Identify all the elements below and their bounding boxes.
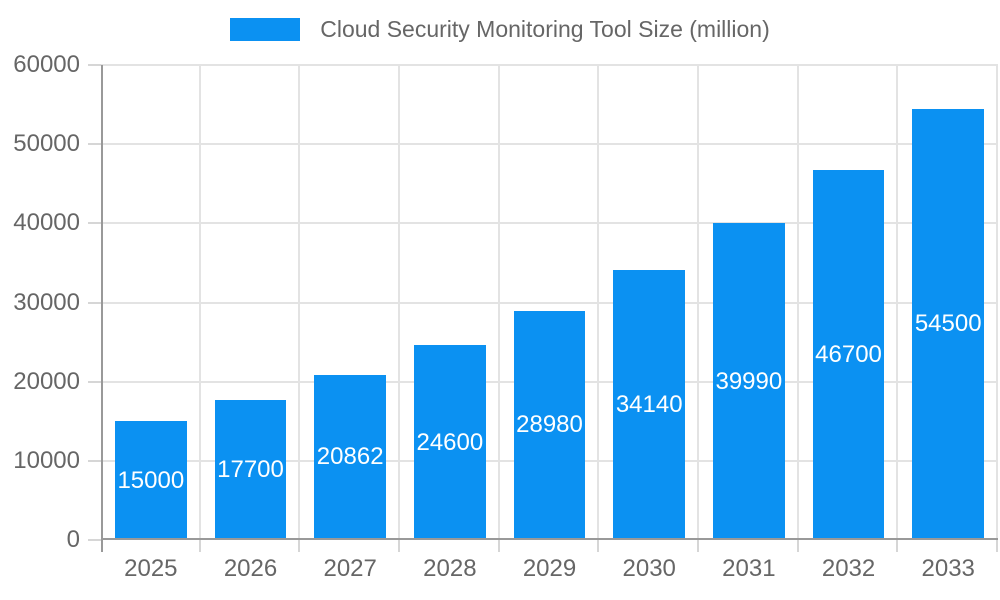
bar[interactable]: 54500 (912, 108, 985, 540)
x-axis-labels: 2025 2026 2027 2028 2029 2030 2031 2032 2033 (101, 554, 998, 584)
bar[interactable]: 24600 (413, 345, 486, 540)
y-axis-line (101, 65, 103, 552)
bar-column: 46700 (799, 65, 899, 540)
y-tick-mark (88, 459, 101, 462)
x-tick-mark (796, 540, 799, 552)
v-gridline (298, 65, 301, 540)
bar[interactable]: 17700 (214, 399, 287, 540)
x-tick-mark (996, 540, 998, 552)
y-tick-mark (88, 539, 101, 541)
y-tick-label: 40000 (13, 209, 80, 237)
h-gridline (101, 143, 998, 146)
bar[interactable]: 34140 (613, 269, 686, 540)
y-tick-label: 60000 (13, 51, 80, 78)
y-axis-labels: 0 10000 20000 30000 40000 50000 60000 (0, 53, 84, 552)
x-tick-label: 2027 (323, 555, 377, 582)
bar-value-label: 34140 (615, 390, 683, 418)
bar-value-label: 28980 (516, 411, 583, 439)
x-tick-label: 2032 (821, 555, 876, 582)
x-tick-mark (198, 540, 201, 552)
bar[interactable]: 46700 (812, 170, 885, 540)
bar-value-label: 17700 (217, 455, 284, 483)
y-tick-label: 30000 (13, 288, 80, 316)
v-gridline (996, 65, 998, 540)
v-gridline (497, 65, 500, 540)
bar[interactable]: 28980 (513, 310, 586, 540)
bar[interactable]: 15000 (114, 421, 187, 540)
legend[interactable]: Cloud Security Monitoring Tool Size (mil… (0, 16, 1000, 43)
bar-column: 24600 (400, 65, 500, 540)
bar-column: 54500 (898, 65, 998, 540)
x-tick-label: 2026 (223, 555, 278, 582)
h-gridline (101, 64, 998, 66)
v-gridline (696, 65, 699, 540)
x-axis-line (101, 538, 998, 540)
legend-label: Cloud Security Monitoring Tool Size (mil… (320, 16, 770, 42)
bar-column: 15000 (101, 65, 201, 540)
v-gridline (198, 65, 201, 540)
bar-column: 28980 (500, 65, 600, 540)
v-gridline (597, 65, 600, 540)
y-tick-mark (88, 64, 101, 66)
h-gridline (101, 222, 998, 225)
bar-value-label: 15000 (117, 466, 185, 494)
y-tick-mark (88, 222, 101, 225)
bar-value-label: 54500 (914, 310, 982, 338)
x-tick-label: 2029 (522, 555, 577, 582)
legend-swatch (230, 18, 301, 41)
y-tick-mark (88, 301, 101, 304)
y-tick-label: 10000 (13, 446, 80, 474)
bar-value-label: 24600 (416, 428, 484, 456)
x-tick-label: 2028 (423, 555, 477, 582)
y-tick-mark (88, 143, 101, 146)
bars-container: 15000 17700 20862 24600 28980 34140 39990 46700… (101, 65, 998, 540)
y-tick-label: 50000 (13, 130, 80, 158)
bar-value-label: 39990 (715, 367, 783, 395)
x-tick-mark (896, 540, 899, 552)
bar-value-label: 20862 (316, 443, 384, 471)
x-tick-mark (397, 540, 400, 552)
x-tick-label: 2030 (622, 555, 676, 582)
bar-column: 34140 (599, 65, 699, 540)
x-tick-label: 2025 (124, 555, 178, 582)
plot-area: 15000 17700 20862 24600 28980 34140 39990 46700… (88, 64, 998, 552)
y-tick-label: 0 (66, 526, 80, 553)
v-gridline (796, 65, 799, 540)
bar[interactable]: 20862 (314, 374, 387, 540)
bar[interactable]: 39990 (712, 223, 785, 540)
y-tick-mark (88, 380, 101, 383)
h-gridline (101, 301, 998, 304)
x-tick-label: 2031 (722, 555, 776, 582)
bar-column: 39990 (699, 65, 799, 540)
bar-column: 20862 (300, 65, 400, 540)
bar-column: 17700 (201, 65, 301, 540)
x-tick-mark (497, 540, 500, 552)
x-tick-label: 2033 (921, 555, 975, 582)
x-tick-mark (298, 540, 301, 552)
x-tick-mark (696, 540, 699, 552)
v-gridline (896, 65, 899, 540)
bar-value-label: 46700 (815, 341, 882, 369)
y-tick-label: 20000 (13, 367, 80, 395)
x-tick-mark (597, 540, 600, 552)
v-gridline (397, 65, 400, 540)
